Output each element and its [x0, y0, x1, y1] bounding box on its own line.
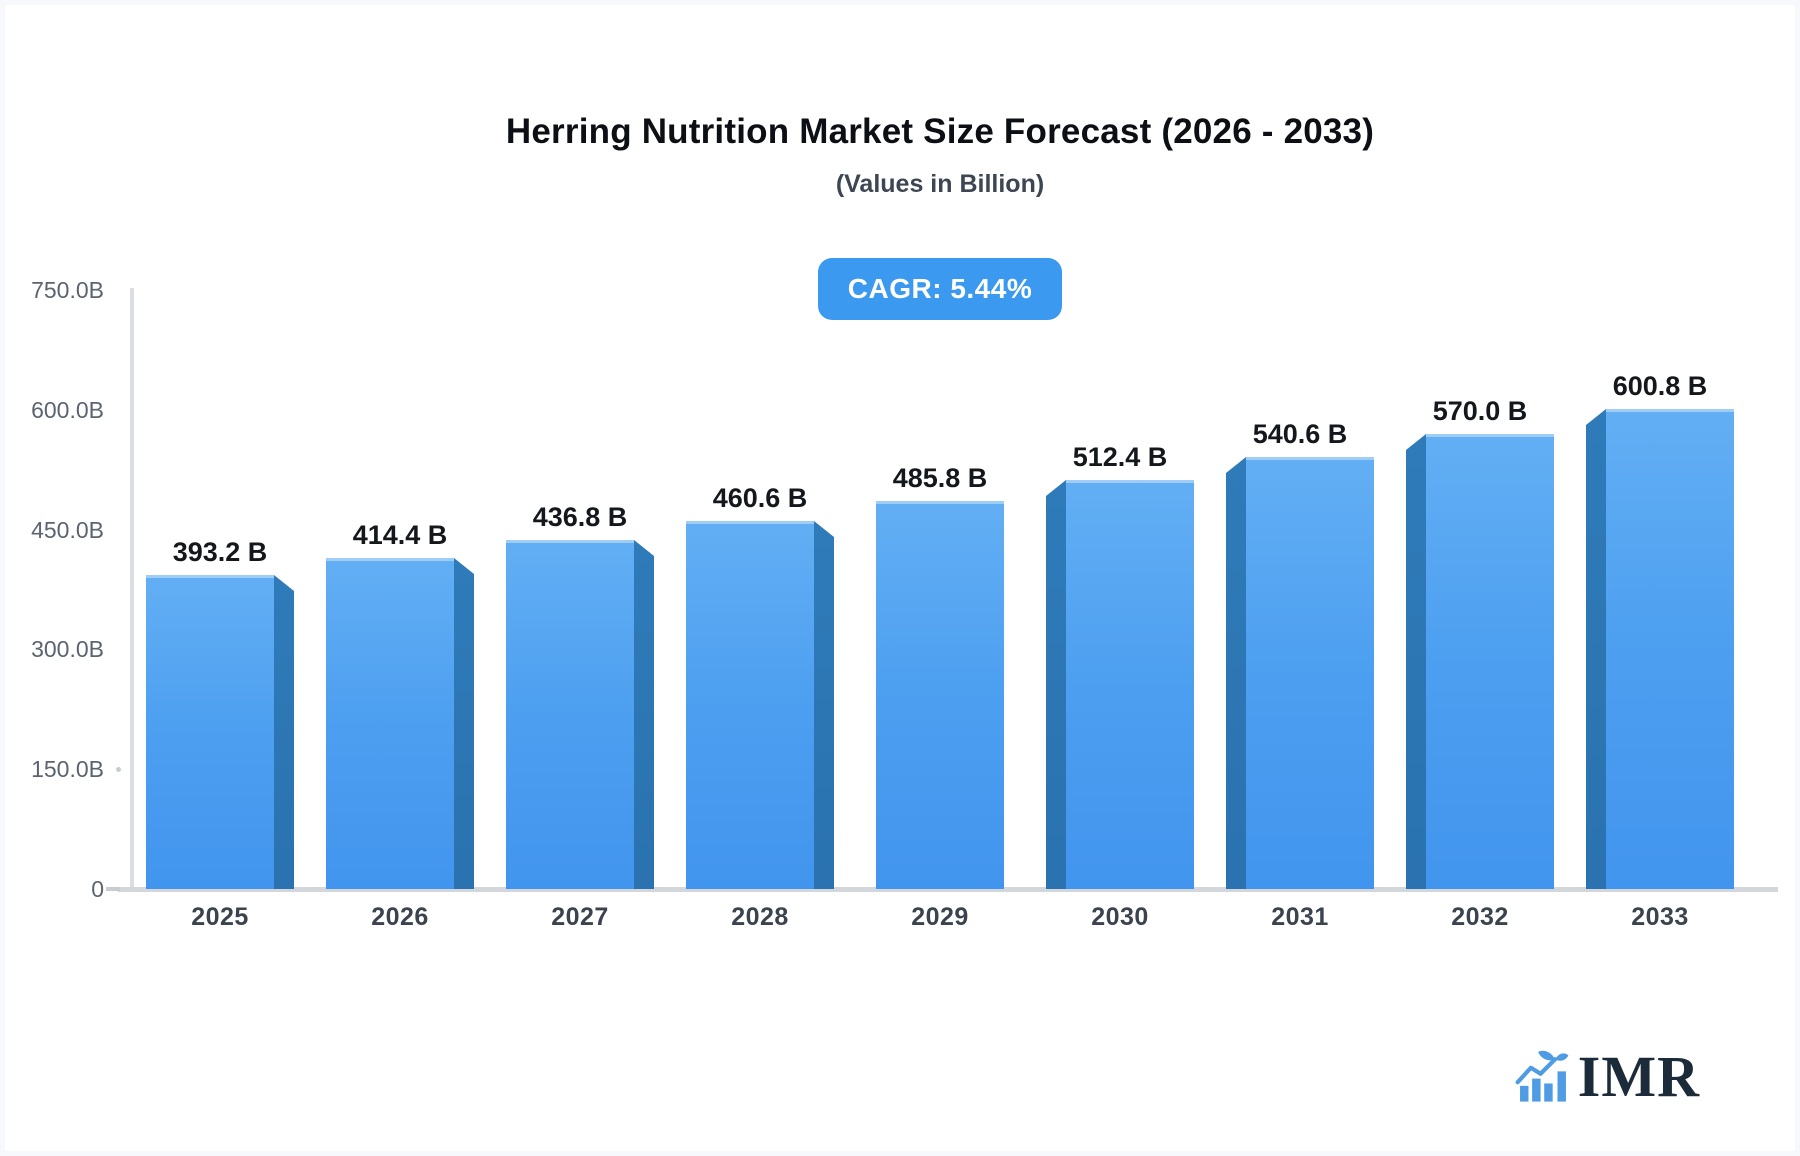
bar-slot: 460.6 B	[670, 290, 850, 889]
x-tick-label: 2029	[911, 903, 969, 931]
bar-face	[326, 558, 454, 889]
bar-slot: 393.2 B	[130, 290, 310, 889]
bar-2033	[1586, 409, 1734, 889]
bar-slot: 512.4 B	[1030, 290, 1210, 889]
bar-2027	[506, 540, 654, 889]
x-axis-baseline	[118, 887, 1778, 892]
imr-logo-icon	[1515, 1050, 1569, 1102]
bar-value-label: 570.0 B	[1432, 396, 1528, 426]
chart-subtitle: (Values in Billion)	[835, 170, 1045, 198]
brand-name: IMR	[1577, 1044, 1700, 1109]
x-tick-label: 2028	[731, 903, 789, 931]
bar-slot: 436.8 B	[490, 290, 670, 889]
y-tick-mark	[116, 767, 121, 773]
x-tick-label: 2031	[1271, 903, 1329, 931]
x-tick-label: 2030	[1091, 903, 1149, 931]
bar-slot: 485.8 B	[850, 290, 1030, 889]
bar-value-label: 460.6 B	[712, 483, 808, 513]
y-axis-line	[130, 288, 134, 889]
bar-slot: 414.4 B	[310, 290, 490, 889]
bar-side	[1226, 457, 1246, 889]
bar-face	[1426, 434, 1554, 889]
bar-side	[274, 575, 294, 889]
bar-face	[1606, 409, 1734, 889]
bar-side	[1406, 434, 1426, 889]
bar-2032	[1406, 434, 1554, 889]
chart-title: Herring Nutrition Market Size Forecast (…	[505, 112, 1375, 151]
bar-value-label: 600.8 B	[1612, 371, 1708, 401]
x-tick-label: 2032	[1451, 903, 1509, 931]
x-tick-label: 2026	[371, 903, 429, 931]
bar-2025	[146, 575, 294, 889]
bars-area: 393.2 B 414.4 B 436.8 B 460.6 B 485.8 B 512.4…	[130, 290, 1750, 889]
bar-2026	[326, 558, 474, 889]
bar-2028	[686, 521, 834, 889]
bar-slot: 540.6 B	[1210, 290, 1390, 889]
bar-side	[1046, 480, 1066, 889]
bar-side	[814, 521, 834, 889]
y-tick-label: 450.0B	[31, 516, 104, 543]
bar-side	[1586, 409, 1606, 889]
y-tick-label: 0	[91, 876, 104, 902]
bar-value-label: 414.4 B	[352, 520, 448, 550]
bar-face	[1246, 457, 1374, 889]
y-tick-mark	[106, 887, 120, 891]
bar-value-label: 485.8 B	[892, 463, 988, 493]
x-tick-label: 2027	[551, 903, 609, 931]
bar-2029	[876, 501, 1004, 889]
bar-value-label: 540.6 B	[1252, 419, 1348, 449]
x-tick-label: 2025	[191, 903, 249, 931]
bar-value-label: 512.4 B	[1072, 442, 1168, 472]
y-tick-label: 750.0B	[31, 277, 104, 303]
bar-face	[686, 521, 814, 889]
bar-2031	[1226, 457, 1374, 889]
bar-side	[634, 540, 654, 889]
bar-face	[876, 501, 1004, 889]
x-axis-labels: 2025 2026 2027 2028 2029 2030 2031 2032 2033	[130, 903, 1750, 932]
bar-value-label: 393.2 B	[172, 537, 268, 567]
bar-2030	[1046, 480, 1194, 889]
bar-value-label: 436.8 B	[532, 502, 628, 532]
bar-face	[146, 575, 274, 889]
bar-slot: 600.8 B	[1570, 290, 1750, 889]
y-tick-label: 150.0B	[31, 756, 104, 783]
bar-face	[1066, 480, 1194, 889]
y-tick-label: 600.0B	[31, 396, 104, 423]
y-tick-label: 300.0B	[31, 636, 104, 663]
bar-slot: 570.0 B	[1390, 290, 1570, 889]
bar-side	[454, 558, 474, 889]
brand-footer: IMR	[1514, 1044, 1700, 1109]
x-tick-label: 2033	[1631, 903, 1689, 931]
bar-face	[506, 540, 634, 889]
